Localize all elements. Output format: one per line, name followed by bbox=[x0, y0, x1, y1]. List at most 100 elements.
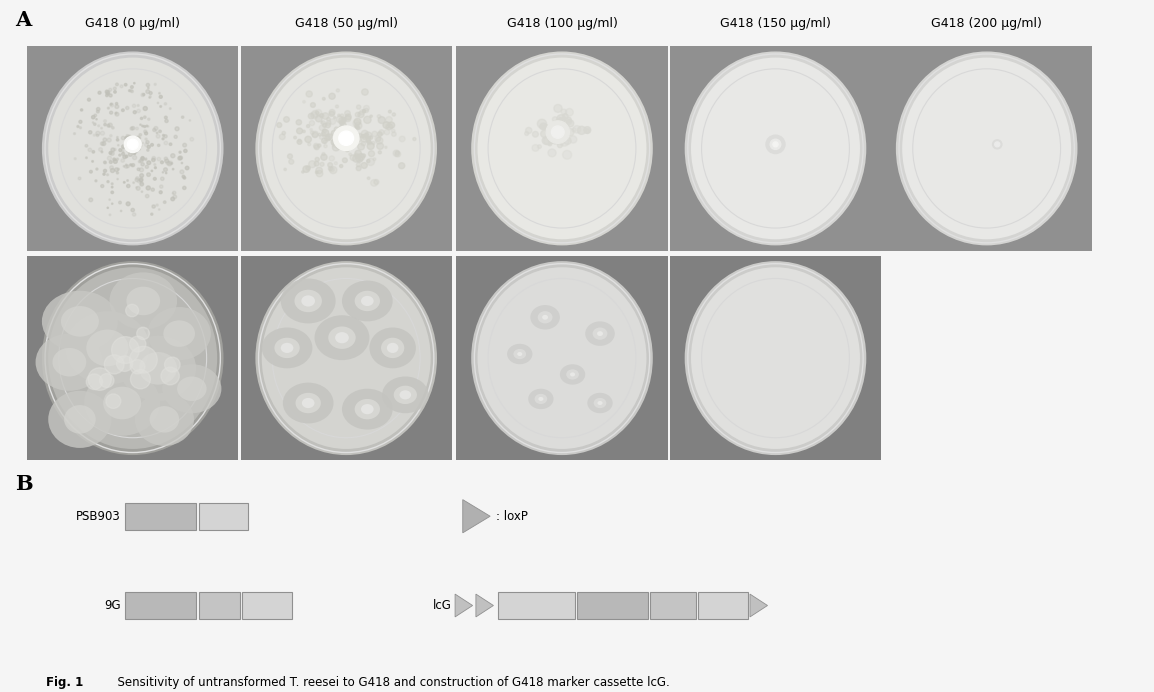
Circle shape bbox=[322, 132, 325, 136]
Circle shape bbox=[183, 149, 187, 152]
Circle shape bbox=[332, 140, 339, 147]
Circle shape bbox=[306, 166, 310, 170]
Circle shape bbox=[135, 178, 138, 181]
Circle shape bbox=[165, 357, 180, 372]
Circle shape bbox=[563, 150, 571, 159]
Text: Tru.: Tru. bbox=[138, 601, 163, 610]
Ellipse shape bbox=[283, 383, 334, 424]
Circle shape bbox=[350, 155, 355, 161]
Circle shape bbox=[377, 132, 382, 136]
Circle shape bbox=[133, 111, 136, 113]
Circle shape bbox=[125, 136, 128, 140]
Text: 9G: 9G bbox=[104, 599, 121, 612]
Circle shape bbox=[140, 183, 143, 186]
Polygon shape bbox=[463, 500, 490, 533]
Circle shape bbox=[572, 128, 576, 132]
Circle shape bbox=[126, 164, 127, 165]
Circle shape bbox=[91, 161, 93, 162]
Circle shape bbox=[179, 156, 182, 160]
Ellipse shape bbox=[65, 405, 96, 434]
Ellipse shape bbox=[255, 261, 437, 455]
Text: Sensitivity of untransformed T. reesei to G418 and construction of G418 marker c: Sensitivity of untransformed T. reesei t… bbox=[110, 675, 669, 689]
Circle shape bbox=[364, 116, 372, 123]
Circle shape bbox=[141, 163, 144, 166]
Circle shape bbox=[127, 180, 128, 181]
Circle shape bbox=[554, 137, 561, 143]
Circle shape bbox=[136, 142, 137, 143]
Circle shape bbox=[163, 134, 164, 136]
Circle shape bbox=[126, 137, 128, 140]
Circle shape bbox=[145, 138, 148, 140]
Circle shape bbox=[107, 181, 110, 183]
Circle shape bbox=[337, 133, 342, 138]
Circle shape bbox=[361, 89, 368, 95]
Circle shape bbox=[399, 136, 405, 142]
Circle shape bbox=[136, 176, 138, 180]
Ellipse shape bbox=[148, 307, 211, 360]
Ellipse shape bbox=[691, 267, 860, 449]
Circle shape bbox=[189, 120, 190, 121]
Circle shape bbox=[186, 166, 189, 170]
Circle shape bbox=[112, 203, 113, 204]
Circle shape bbox=[297, 128, 302, 134]
Ellipse shape bbox=[280, 343, 293, 353]
Circle shape bbox=[319, 134, 321, 136]
Circle shape bbox=[113, 158, 115, 161]
Circle shape bbox=[357, 136, 361, 142]
Ellipse shape bbox=[394, 385, 417, 404]
Circle shape bbox=[95, 180, 97, 182]
Circle shape bbox=[141, 156, 144, 159]
Ellipse shape bbox=[361, 296, 374, 306]
Ellipse shape bbox=[560, 364, 585, 385]
Ellipse shape bbox=[534, 394, 547, 404]
Circle shape bbox=[122, 155, 127, 158]
Circle shape bbox=[107, 156, 112, 161]
Ellipse shape bbox=[255, 51, 437, 246]
Circle shape bbox=[81, 109, 83, 111]
Ellipse shape bbox=[164, 320, 195, 347]
Circle shape bbox=[297, 140, 302, 145]
Circle shape bbox=[167, 162, 172, 166]
Circle shape bbox=[115, 112, 119, 116]
Circle shape bbox=[560, 131, 564, 136]
Circle shape bbox=[556, 122, 563, 129]
Circle shape bbox=[173, 191, 175, 194]
Circle shape bbox=[329, 111, 335, 116]
Circle shape bbox=[114, 167, 119, 172]
Circle shape bbox=[117, 356, 133, 372]
Circle shape bbox=[126, 304, 138, 317]
Circle shape bbox=[121, 152, 125, 156]
Circle shape bbox=[147, 84, 150, 86]
Circle shape bbox=[78, 120, 82, 123]
Circle shape bbox=[108, 199, 111, 201]
Circle shape bbox=[357, 126, 360, 129]
Circle shape bbox=[314, 161, 319, 166]
Circle shape bbox=[157, 102, 158, 104]
Circle shape bbox=[182, 143, 187, 147]
Circle shape bbox=[125, 144, 127, 145]
Ellipse shape bbox=[567, 370, 579, 379]
Circle shape bbox=[137, 109, 141, 113]
Circle shape bbox=[334, 117, 336, 119]
Ellipse shape bbox=[593, 398, 606, 408]
Circle shape bbox=[770, 139, 781, 149]
Circle shape bbox=[554, 104, 562, 112]
Circle shape bbox=[164, 141, 167, 145]
Circle shape bbox=[294, 136, 297, 139]
Ellipse shape bbox=[354, 399, 380, 419]
Circle shape bbox=[148, 118, 150, 120]
Circle shape bbox=[145, 159, 147, 161]
Circle shape bbox=[565, 109, 574, 116]
Circle shape bbox=[345, 114, 351, 120]
Circle shape bbox=[120, 210, 122, 212]
Circle shape bbox=[111, 186, 113, 188]
Circle shape bbox=[93, 114, 97, 117]
Circle shape bbox=[164, 168, 167, 172]
Circle shape bbox=[346, 134, 353, 140]
FancyBboxPatch shape bbox=[650, 592, 696, 619]
Circle shape bbox=[141, 118, 143, 120]
Circle shape bbox=[106, 92, 110, 95]
Ellipse shape bbox=[399, 390, 411, 399]
Circle shape bbox=[143, 125, 145, 127]
Circle shape bbox=[121, 159, 125, 162]
